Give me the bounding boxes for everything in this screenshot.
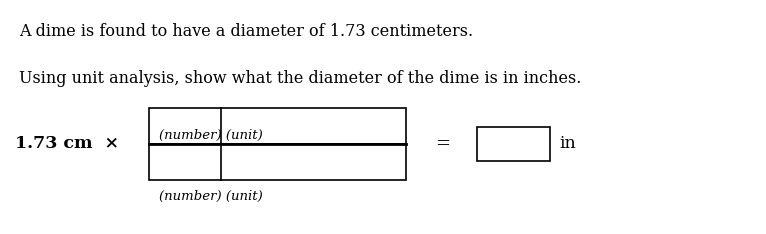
Text: A dime is found to have a diameter of 1.73 centimeters.: A dime is found to have a diameter of 1.…	[19, 23, 473, 40]
Text: =: =	[435, 135, 450, 153]
Text: Using unit analysis, show what the diameter of the dime is in inches.: Using unit analysis, show what the diame…	[19, 70, 581, 87]
Text: (number) (unit): (number) (unit)	[159, 128, 262, 142]
Text: in: in	[559, 135, 576, 152]
Text: 1.73 cm  ×: 1.73 cm ×	[15, 135, 119, 152]
Text: (number) (unit): (number) (unit)	[159, 190, 262, 203]
